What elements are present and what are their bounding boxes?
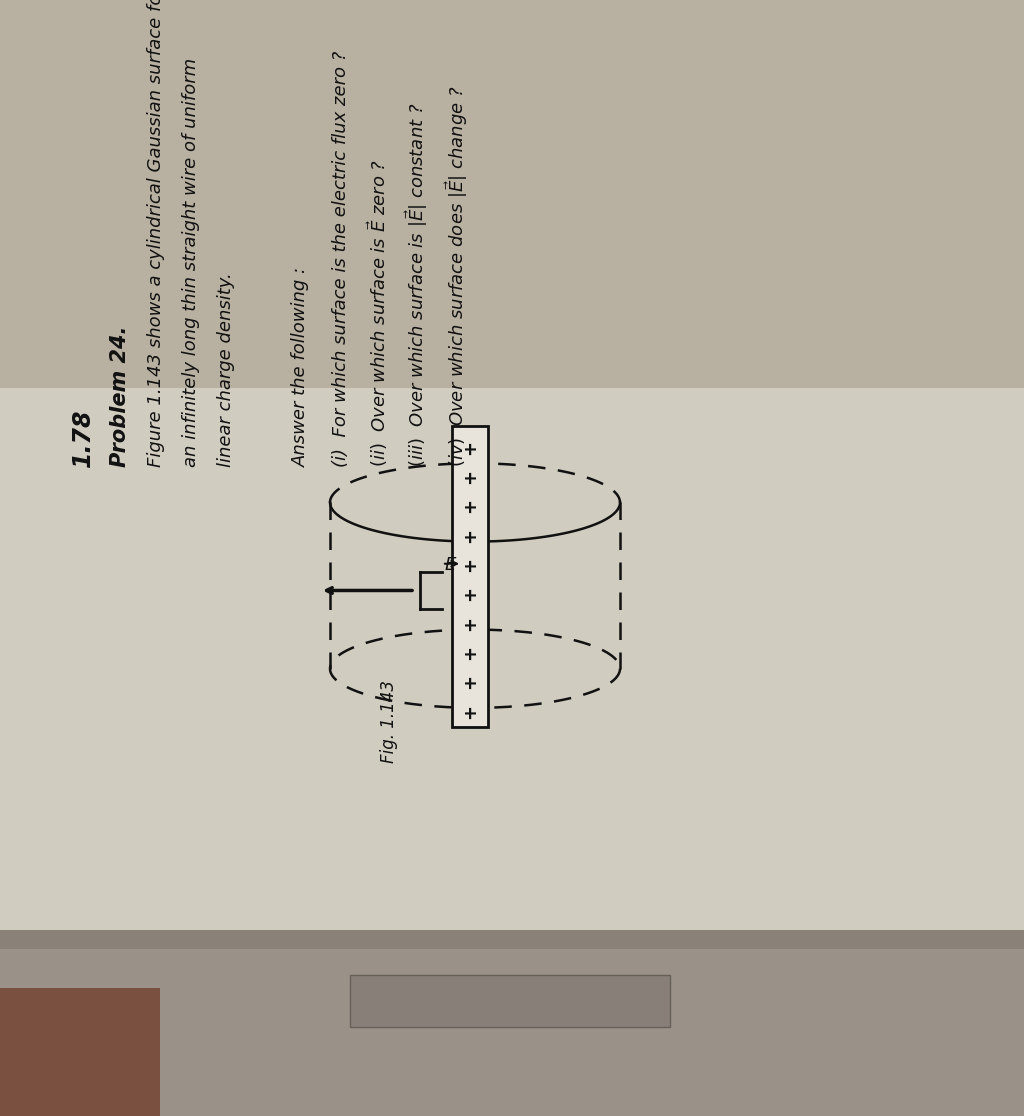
Text: Problem 24.: Problem 24. [110,325,130,466]
Text: Answer the following :: Answer the following : [292,267,310,466]
Text: +: + [461,586,479,602]
Bar [0,988,160,1116]
Text: $E$: $E$ [444,556,458,574]
Text: 1.78: 1.78 [71,408,95,466]
Text: +: + [461,469,479,484]
Text: Figure 1.143 shows a cylindrical Gaussian surface for: Figure 1.143 shows a cylindrical Gaussia… [147,0,165,466]
Bar [0,930,1024,949]
Text: an infinitely long thin straight wire of uniform: an infinitely long thin straight wire of… [182,57,200,466]
Text: +: + [461,616,479,631]
Text: linear charge density.: linear charge density. [217,272,234,466]
Bar [350,975,670,1028]
Text: $(iii)$  Over which surface is $|\vec{E}|$ constant ?: $(iii)$ Over which surface is $|\vec{E}|… [403,103,430,466]
Text: +: + [461,674,479,690]
Text: $(iv)$  Over which surface does $|\vec{E}|$ change ?: $(iv)$ Over which surface does $|\vec{E}… [443,85,470,466]
Bar [452,426,488,728]
Text: Fig. 1.143: Fig. 1.143 [380,681,398,763]
Text: +: + [461,703,479,719]
Text: (i)  For which surface is the electric flux zero ?: (i) For which surface is the electric fl… [332,50,350,466]
Text: +: + [461,645,479,660]
Text: $(ii)$  Over which surface is $\vec{E}$ zero ?: $(ii)$ Over which surface is $\vec{E}$ z… [366,158,390,466]
Text: +: + [461,498,479,513]
Text: +: + [461,528,479,542]
Text: +: + [461,557,479,571]
Bar [0,943,1024,1116]
Text: +: + [461,440,479,454]
